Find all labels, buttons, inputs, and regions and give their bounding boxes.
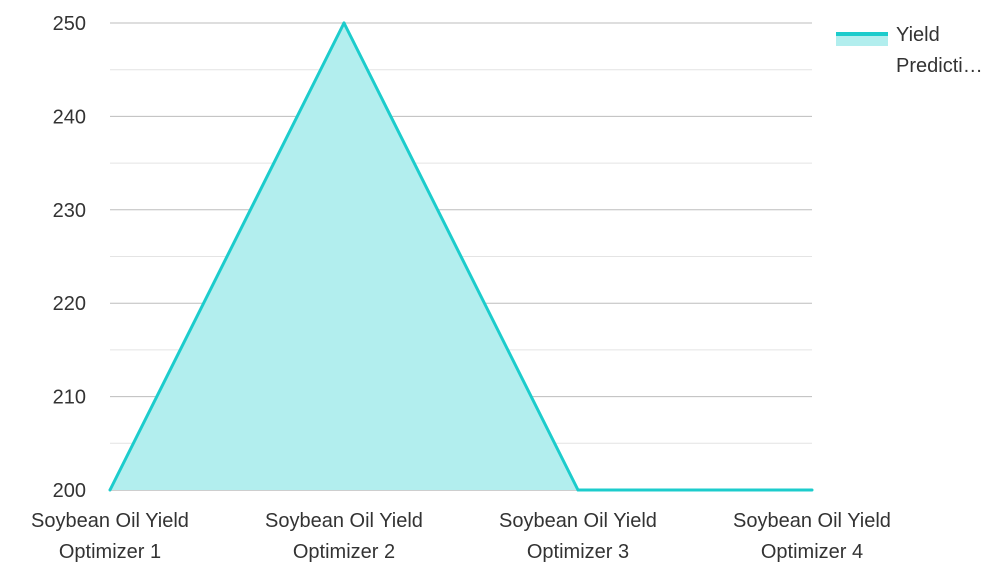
legend-label: Yield Predicti…: [896, 20, 1004, 82]
data-point[interactable]: [108, 488, 112, 492]
y-tick-label: 200: [53, 480, 86, 502]
y-tick-label: 210: [53, 387, 86, 409]
x-category-label: Soybean Oil Yield Optimizer 4: [733, 510, 891, 563]
y-tick-label: 220: [53, 293, 86, 315]
y-tick-label: 230: [53, 200, 86, 222]
legend-label-line-1: Yield: [896, 24, 940, 46]
data-point[interactable]: [810, 488, 814, 492]
x-category-label: Soybean Oil Yield Optimizer 1: [31, 510, 189, 563]
x-axis-category-labels: Soybean Oil Yield Optimizer 1 Soybean Oil …: [31, 510, 891, 563]
y-tick-label: 250: [53, 13, 86, 35]
series-line: [108, 21, 812, 492]
legend-swatch: [836, 32, 888, 46]
x-category-label: Soybean Oil Yield Optimizer 3: [499, 510, 657, 563]
data-point[interactable]: [576, 488, 580, 492]
data-point[interactable]: [342, 21, 346, 25]
legend-swatch-line: [836, 32, 888, 36]
x-category-label: Soybean Oil Yield Optimizer 2: [265, 510, 423, 563]
legend-label-line-2: Predicti…: [896, 55, 983, 77]
legend-swatch-fill: [836, 36, 888, 46]
y-axis-tick-labels: 200 210 220 230 240 250: [53, 13, 86, 502]
y-tick-label: 240: [53, 106, 86, 128]
series-area: [108, 21, 814, 492]
